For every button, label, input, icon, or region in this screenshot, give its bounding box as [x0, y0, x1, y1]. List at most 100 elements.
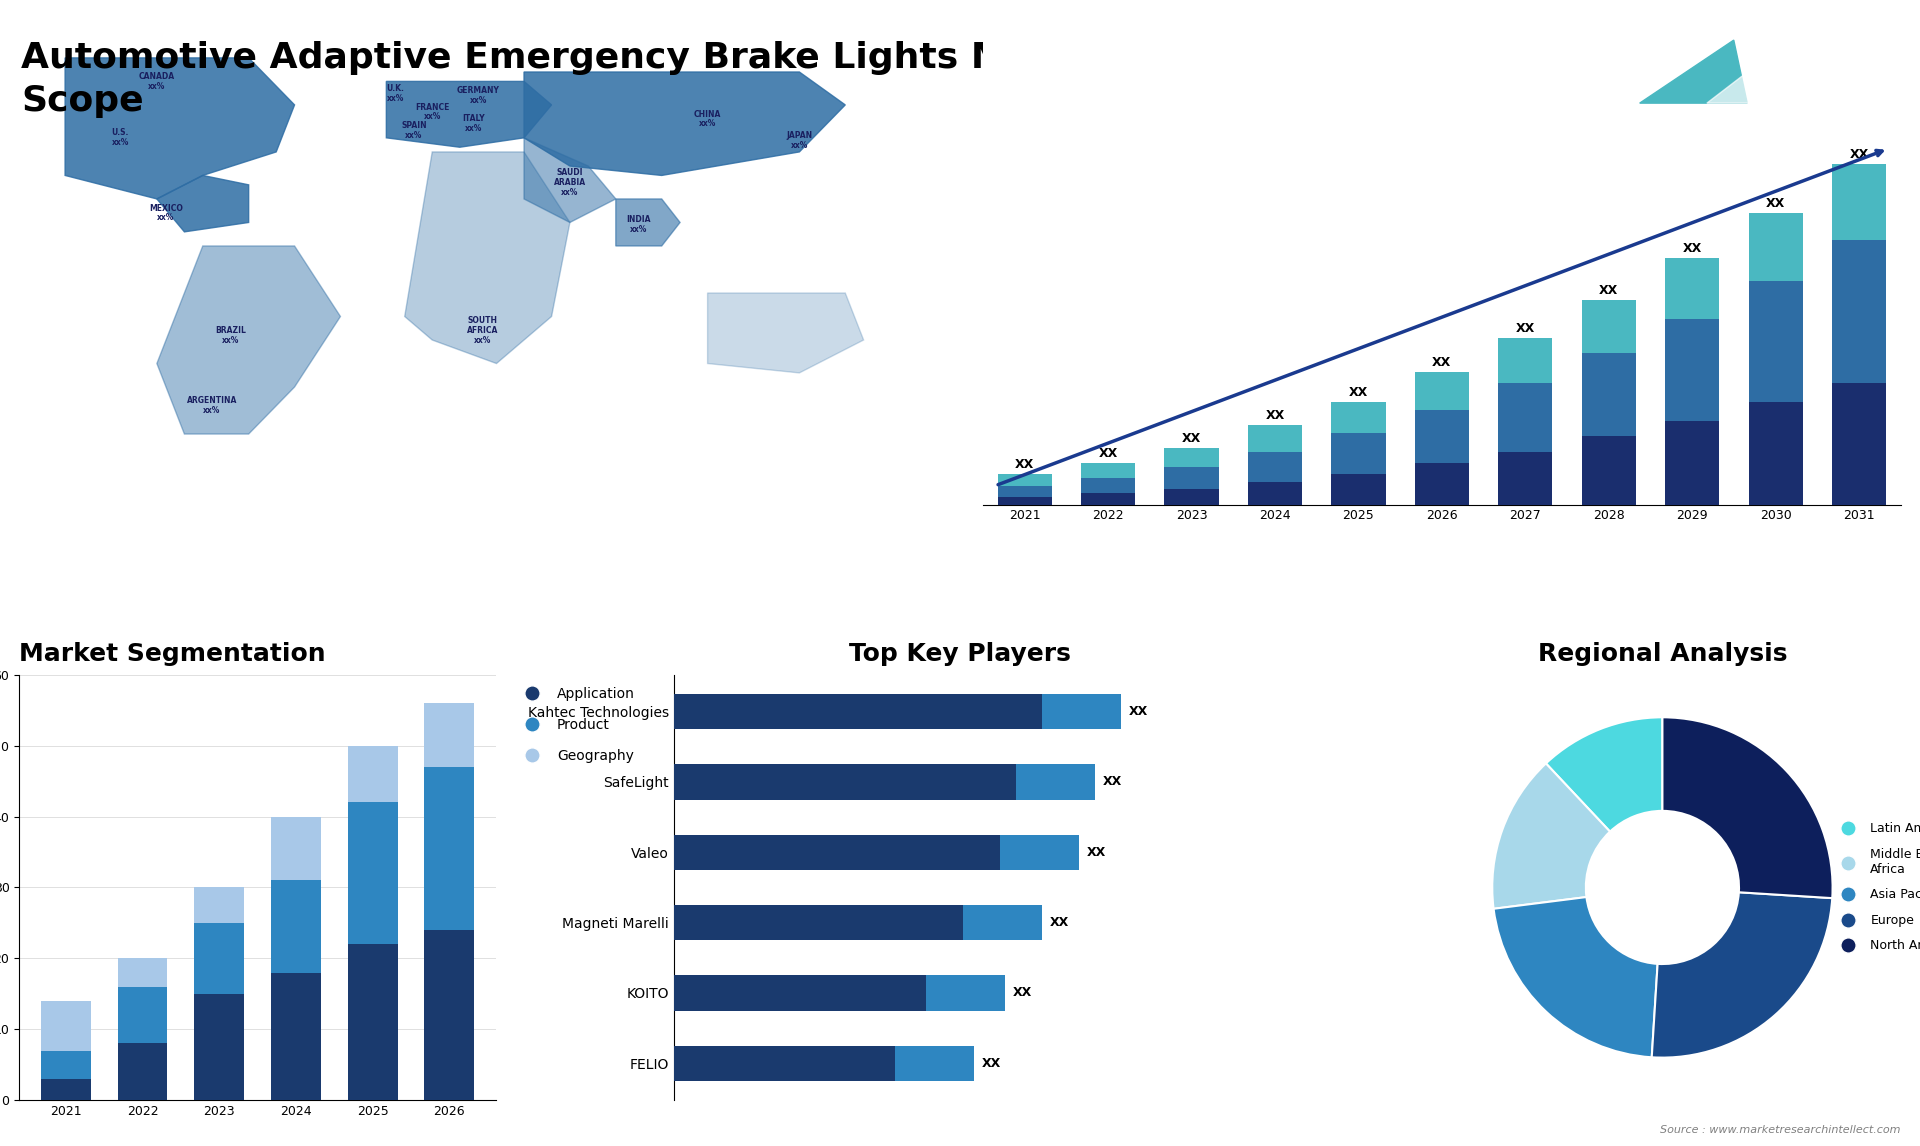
Polygon shape	[616, 199, 680, 246]
Polygon shape	[524, 72, 845, 175]
Text: INTELLECT: INTELLECT	[1774, 101, 1832, 110]
Wedge shape	[1663, 717, 1832, 898]
Bar	[117, 958, 167, 987]
Bar	[348, 944, 397, 1100]
Bar	[424, 931, 474, 1100]
Bar	[1331, 474, 1386, 504]
Bar	[895, 1045, 973, 1081]
Bar	[1248, 425, 1302, 452]
Bar	[1749, 213, 1803, 281]
Bar	[674, 834, 1000, 870]
Bar	[194, 923, 244, 994]
Bar	[1749, 281, 1803, 402]
Polygon shape	[405, 152, 570, 363]
Wedge shape	[1492, 763, 1611, 909]
Bar	[1498, 384, 1553, 452]
Bar	[674, 1045, 895, 1081]
Bar	[40, 1078, 90, 1100]
Bar	[1415, 463, 1469, 504]
Polygon shape	[1707, 52, 1788, 103]
Bar	[1498, 452, 1553, 504]
Wedge shape	[1651, 893, 1832, 1058]
Bar	[1582, 300, 1636, 353]
Text: MARKET: MARKET	[1774, 50, 1820, 60]
Text: FRANCE
xx%: FRANCE xx%	[415, 103, 449, 121]
Bar	[1665, 259, 1718, 319]
Text: SAUDI
ARABIA
xx%: SAUDI ARABIA xx%	[553, 168, 586, 197]
Bar	[271, 973, 321, 1100]
Legend: Application, Product, Geography: Application, Product, Geography	[513, 682, 639, 768]
Polygon shape	[524, 138, 616, 222]
Bar	[1248, 452, 1302, 481]
Bar	[674, 905, 964, 940]
Bar	[1415, 372, 1469, 410]
Text: XX: XX	[1183, 432, 1202, 445]
Text: SPAIN
xx%: SPAIN xx%	[401, 121, 426, 140]
Text: XX: XX	[1098, 447, 1117, 460]
Text: RESEARCH: RESEARCH	[1774, 76, 1832, 85]
Text: XX: XX	[1515, 322, 1534, 335]
Polygon shape	[708, 293, 864, 372]
Text: XX: XX	[1129, 705, 1148, 719]
Text: XX: XX	[1050, 916, 1069, 929]
Wedge shape	[1546, 717, 1663, 832]
Text: U.K.
xx%: U.K. xx%	[386, 84, 405, 102]
Polygon shape	[386, 81, 551, 147]
Bar	[1043, 694, 1121, 729]
Bar	[1164, 466, 1219, 489]
Text: Source : www.marketresearchintellect.com: Source : www.marketresearchintellect.com	[1661, 1124, 1901, 1135]
Bar	[1000, 834, 1079, 870]
Bar	[674, 764, 1016, 800]
Text: XX: XX	[1087, 846, 1106, 858]
Bar	[1832, 164, 1885, 240]
Bar	[1415, 410, 1469, 463]
Text: MEXICO
xx%: MEXICO xx%	[150, 204, 182, 222]
Text: GERMANY
xx%: GERMANY xx%	[457, 86, 499, 104]
Bar	[1081, 493, 1135, 504]
Wedge shape	[1494, 897, 1657, 1058]
Bar	[1164, 489, 1219, 504]
Text: CHINA
xx%: CHINA xx%	[693, 110, 722, 128]
Text: ARGENTINA
xx%: ARGENTINA xx%	[186, 397, 238, 415]
Bar	[964, 905, 1043, 940]
Bar	[998, 486, 1052, 497]
Text: XX: XX	[1014, 987, 1033, 999]
Text: XX: XX	[1265, 409, 1284, 422]
Text: XX: XX	[1682, 243, 1701, 256]
Bar	[1582, 437, 1636, 504]
Bar	[117, 1044, 167, 1100]
Bar	[1832, 384, 1885, 504]
Bar	[998, 474, 1052, 486]
Text: XX: XX	[1016, 458, 1035, 471]
Bar	[424, 704, 474, 767]
Bar	[424, 767, 474, 931]
Bar	[194, 887, 244, 923]
Bar	[194, 994, 244, 1100]
Bar	[925, 975, 1006, 1011]
Bar	[1832, 240, 1885, 384]
Bar	[271, 817, 321, 880]
Bar	[998, 497, 1052, 504]
Bar	[40, 1000, 90, 1051]
Polygon shape	[157, 175, 250, 231]
Bar	[674, 975, 925, 1011]
Title: Regional Analysis: Regional Analysis	[1538, 642, 1788, 666]
Bar	[1665, 422, 1718, 504]
Text: XX: XX	[1350, 386, 1369, 399]
Bar	[1081, 478, 1135, 493]
Text: XX: XX	[1766, 197, 1786, 210]
Text: Automotive Adaptive Emergency Brake Lights Market Size and
Scope: Automotive Adaptive Emergency Brake Ligh…	[21, 41, 1300, 118]
Bar	[1081, 463, 1135, 478]
Bar	[271, 880, 321, 973]
Bar	[117, 987, 167, 1044]
Text: ITALY
xx%: ITALY xx%	[463, 115, 486, 133]
Text: CANADA
xx%: CANADA xx%	[138, 72, 175, 91]
Polygon shape	[1640, 40, 1747, 103]
Bar	[1498, 338, 1553, 384]
Text: XX: XX	[1102, 776, 1121, 788]
Text: XX: XX	[1849, 148, 1868, 160]
Bar	[1331, 433, 1386, 474]
Bar	[1016, 764, 1094, 800]
Text: Market Segmentation: Market Segmentation	[19, 642, 326, 666]
Bar	[1665, 319, 1718, 422]
